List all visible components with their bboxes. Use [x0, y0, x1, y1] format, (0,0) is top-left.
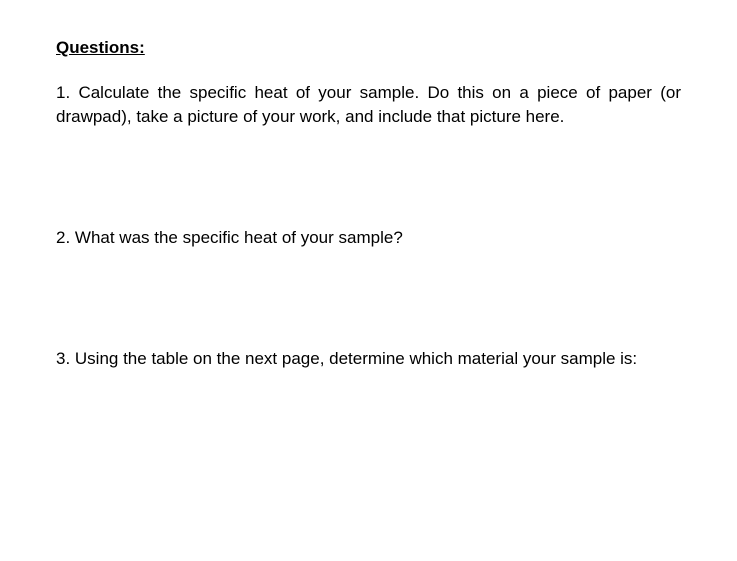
document-page: Questions: 1. Calculate the specific hea…: [0, 0, 737, 561]
question-2: 2. What was the specific heat of your sa…: [56, 226, 681, 251]
question-1: 1. Calculate the specific heat of your s…: [56, 81, 681, 130]
questions-heading: Questions:: [56, 36, 681, 61]
question-3: 3. Using the table on the next page, det…: [56, 347, 681, 372]
